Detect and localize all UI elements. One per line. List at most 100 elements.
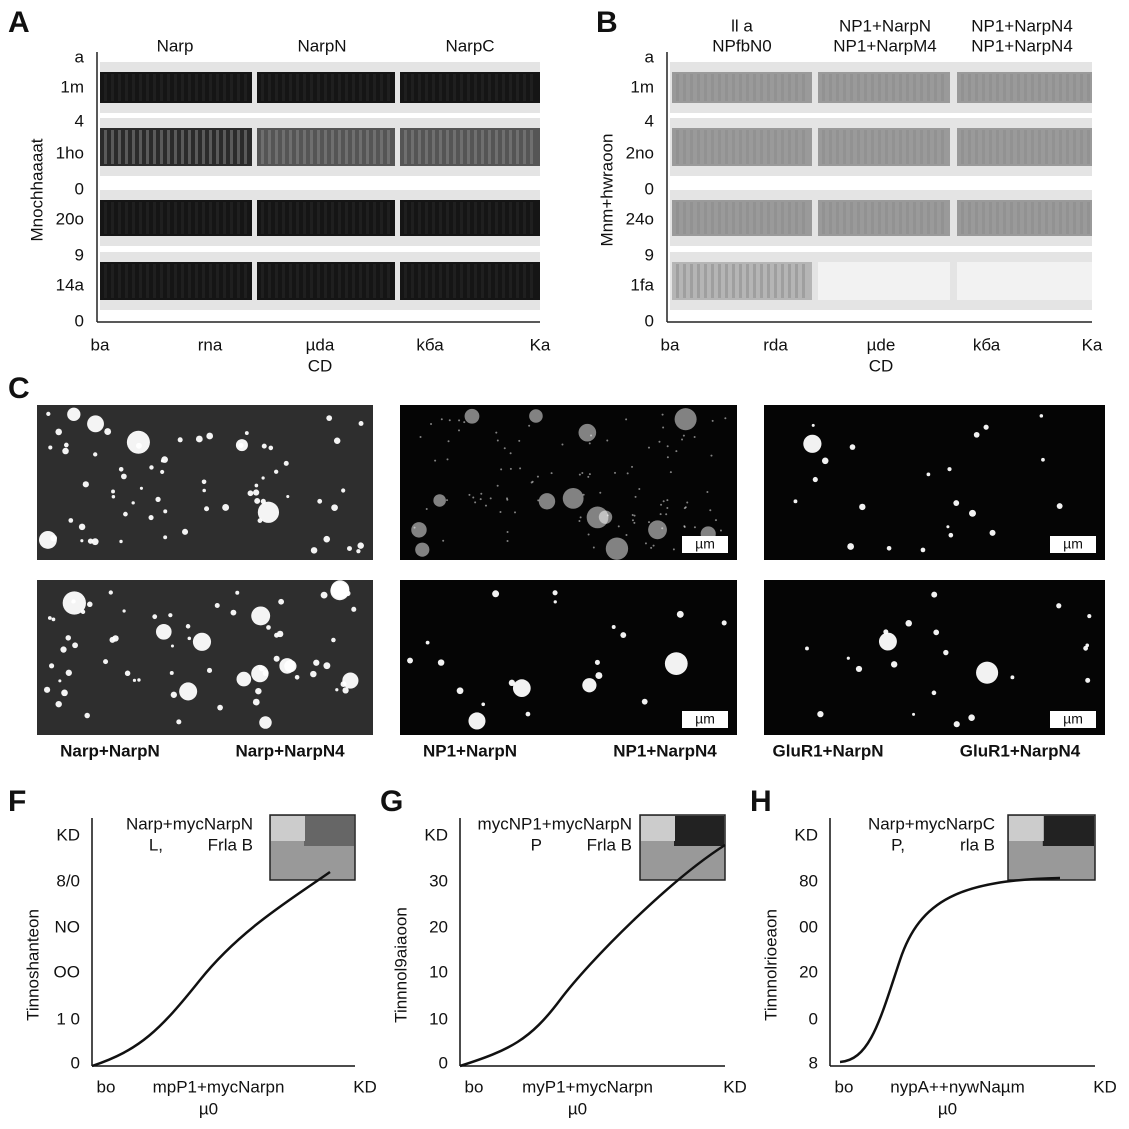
band-stripe [1080,202,1083,234]
band-stripe [676,130,679,164]
puncta [93,452,98,457]
band-stripe [352,74,355,101]
puncta [660,503,663,506]
y-axis-label: Mnochhaaaat [27,138,46,241]
band-stripe [690,74,693,101]
band-stripe [387,130,390,164]
band-stripe [439,74,442,101]
band-stripe [857,74,860,101]
band-stripe [732,202,735,234]
band-stripe [195,264,198,298]
band-stripe [181,130,184,164]
band-stripe [516,74,519,101]
puncta [49,663,55,669]
puncta [323,662,331,670]
band-stripe [282,264,285,298]
puncta [500,468,503,471]
puncta [320,591,328,599]
band-stripe [373,264,376,298]
puncta [179,682,198,701]
band-stripe [822,74,825,101]
puncta [595,672,603,680]
puncta [514,511,517,514]
puncta [112,635,119,642]
band-stripe [202,264,205,298]
puncta [973,431,980,438]
band-stripe [753,202,756,234]
band-stripe [209,130,212,164]
band-stripe [324,74,327,101]
plot-subtitle: Frla B [208,835,253,854]
band-stripe [509,264,512,298]
puncta [257,518,263,523]
puncta [552,590,558,596]
puncta [310,547,318,554]
band-stripe [446,264,449,298]
band-stripe [523,130,526,164]
puncta [139,486,143,490]
band-stripe [373,74,376,101]
puncta [518,439,521,442]
band-stripe [460,264,463,298]
band-stripe [488,74,491,101]
column-header: NP1+NarpN4 [971,36,1073,55]
band-stripe [359,202,362,234]
puncta [170,691,177,698]
band-stripe [934,202,937,234]
puncta [1039,414,1044,418]
band-stripe [132,264,135,298]
band-stripe [1038,130,1041,164]
band-stripe [1031,202,1034,234]
band-stripe [690,130,693,164]
band-stripe [920,202,923,234]
band-stripe [104,264,107,298]
band-stripe [481,74,484,101]
x-axis-label: CD [869,356,894,375]
panel-letter: H [750,785,772,818]
puncta [71,599,76,604]
band-stripe [781,130,784,164]
band-stripe [767,130,770,164]
band-stripe [739,202,742,234]
micrograph [764,405,1105,560]
band-stripe [523,74,526,101]
band-stripe [530,130,533,164]
puncta [676,610,684,618]
band-stripe [829,74,832,101]
band-stripe [139,74,142,101]
band-stripe [927,130,930,164]
band-stripe [425,264,428,298]
band-stripe [380,202,383,234]
puncta [149,465,154,470]
band-stripe [160,202,163,234]
puncta [711,419,714,422]
band-stripe [453,130,456,164]
y-tick-label: 20 [799,962,818,981]
band-stripe [244,130,247,164]
puncta [665,513,668,516]
band-stripe [899,202,902,234]
band-stripe [676,264,679,298]
band-stripe [411,74,414,101]
puncta [195,435,203,443]
x-tick-label: bo [835,1077,854,1096]
band-stripe [338,74,341,101]
band-stripe [310,130,313,164]
y-tick-label: 4 [75,111,84,130]
panel-letter: A [8,6,30,39]
band-stripe [530,74,533,101]
band-stripe [310,74,313,101]
puncta [509,467,512,470]
band-stripe [1024,202,1027,234]
puncta [578,473,581,476]
band-stripe [871,74,874,101]
puncta [948,532,954,538]
band-stripe [913,74,916,101]
band-stripe [310,264,313,298]
puncta [561,443,564,446]
band-stripe [767,74,770,101]
band-stripe [885,202,888,234]
band-stripe [516,130,519,164]
puncta [261,476,265,480]
band-stripe [303,74,306,101]
